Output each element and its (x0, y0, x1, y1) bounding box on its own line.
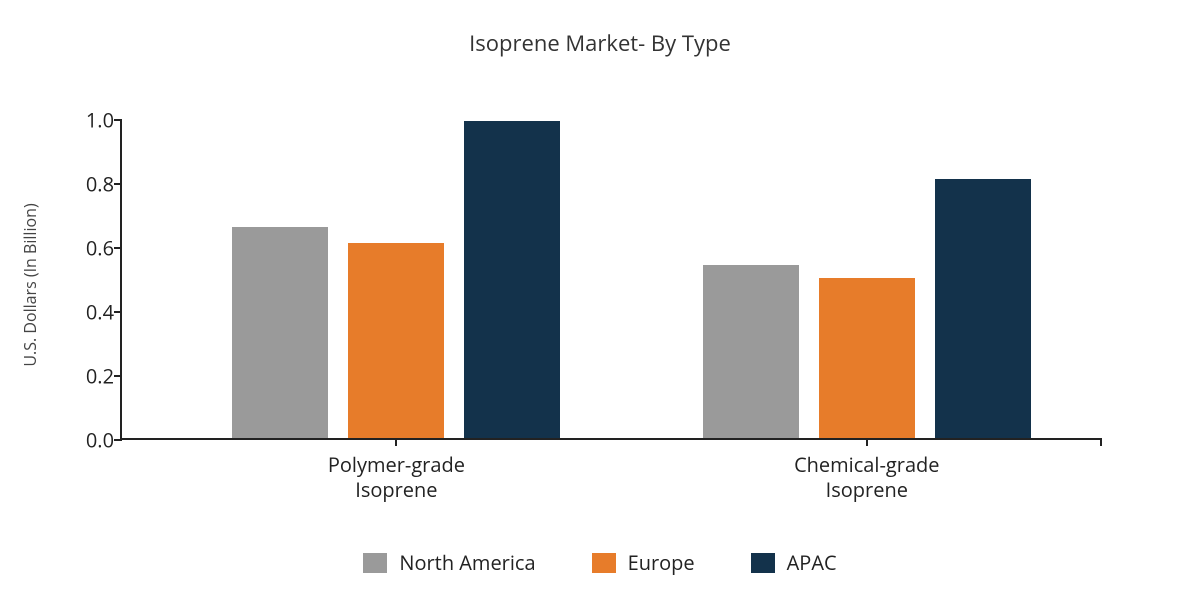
y-tick-label: 0.4 (62, 299, 114, 326)
y-tick-mark (114, 247, 122, 249)
y-tick-label: 0.6 (62, 235, 114, 262)
y-tick-label: 0.8 (62, 171, 114, 198)
chart-title: Isoprene Market- By Type (20, 28, 1180, 58)
bar-chemical-eu (819, 278, 915, 438)
category-label-polymer: Polymer-grade Isoprene (328, 452, 465, 502)
legend-item-na: North America (363, 549, 535, 576)
legend-swatch-eu (592, 553, 616, 573)
legend-swatch-apac (751, 553, 775, 573)
category-label-chemical: Chemical-grade Isoprene (794, 452, 939, 502)
y-tick-mark (114, 119, 122, 121)
bar-polymer-apac (464, 121, 560, 438)
bar-chemical-apac (935, 179, 1031, 438)
legend: North America Europe APAC (20, 549, 1180, 576)
chart-container: Isoprene Market- By Type U.S. Dollars (I… (20, 10, 1180, 590)
x-tick-mark (866, 438, 868, 446)
legend-label-na: North America (399, 549, 535, 576)
legend-label-apac: APAC (787, 549, 837, 576)
x-tick-mark (395, 438, 397, 446)
y-tick-label: 0.0 (62, 427, 114, 454)
legend-item-apac: APAC (751, 549, 837, 576)
y-tick-mark (114, 439, 122, 441)
legend-item-eu: Europe (592, 549, 695, 576)
y-tick-label: 0.2 (62, 363, 114, 390)
bar-polymer-eu (348, 243, 444, 438)
bar-chemical-na (703, 265, 799, 438)
y-tick-mark (114, 375, 122, 377)
plot-area: 0.00.20.40.60.81.0Polymer-grade Isoprene… (120, 120, 1100, 440)
x-tick-mark (1100, 438, 1102, 446)
legend-swatch-na (363, 553, 387, 573)
bar-polymer-na (232, 227, 328, 438)
y-tick-label: 1.0 (62, 107, 114, 134)
y-tick-mark (114, 183, 122, 185)
y-axis-label: U.S. Dollars (In Billion) (19, 203, 41, 366)
y-tick-mark (114, 311, 122, 313)
legend-label-eu: Europe (628, 549, 695, 576)
